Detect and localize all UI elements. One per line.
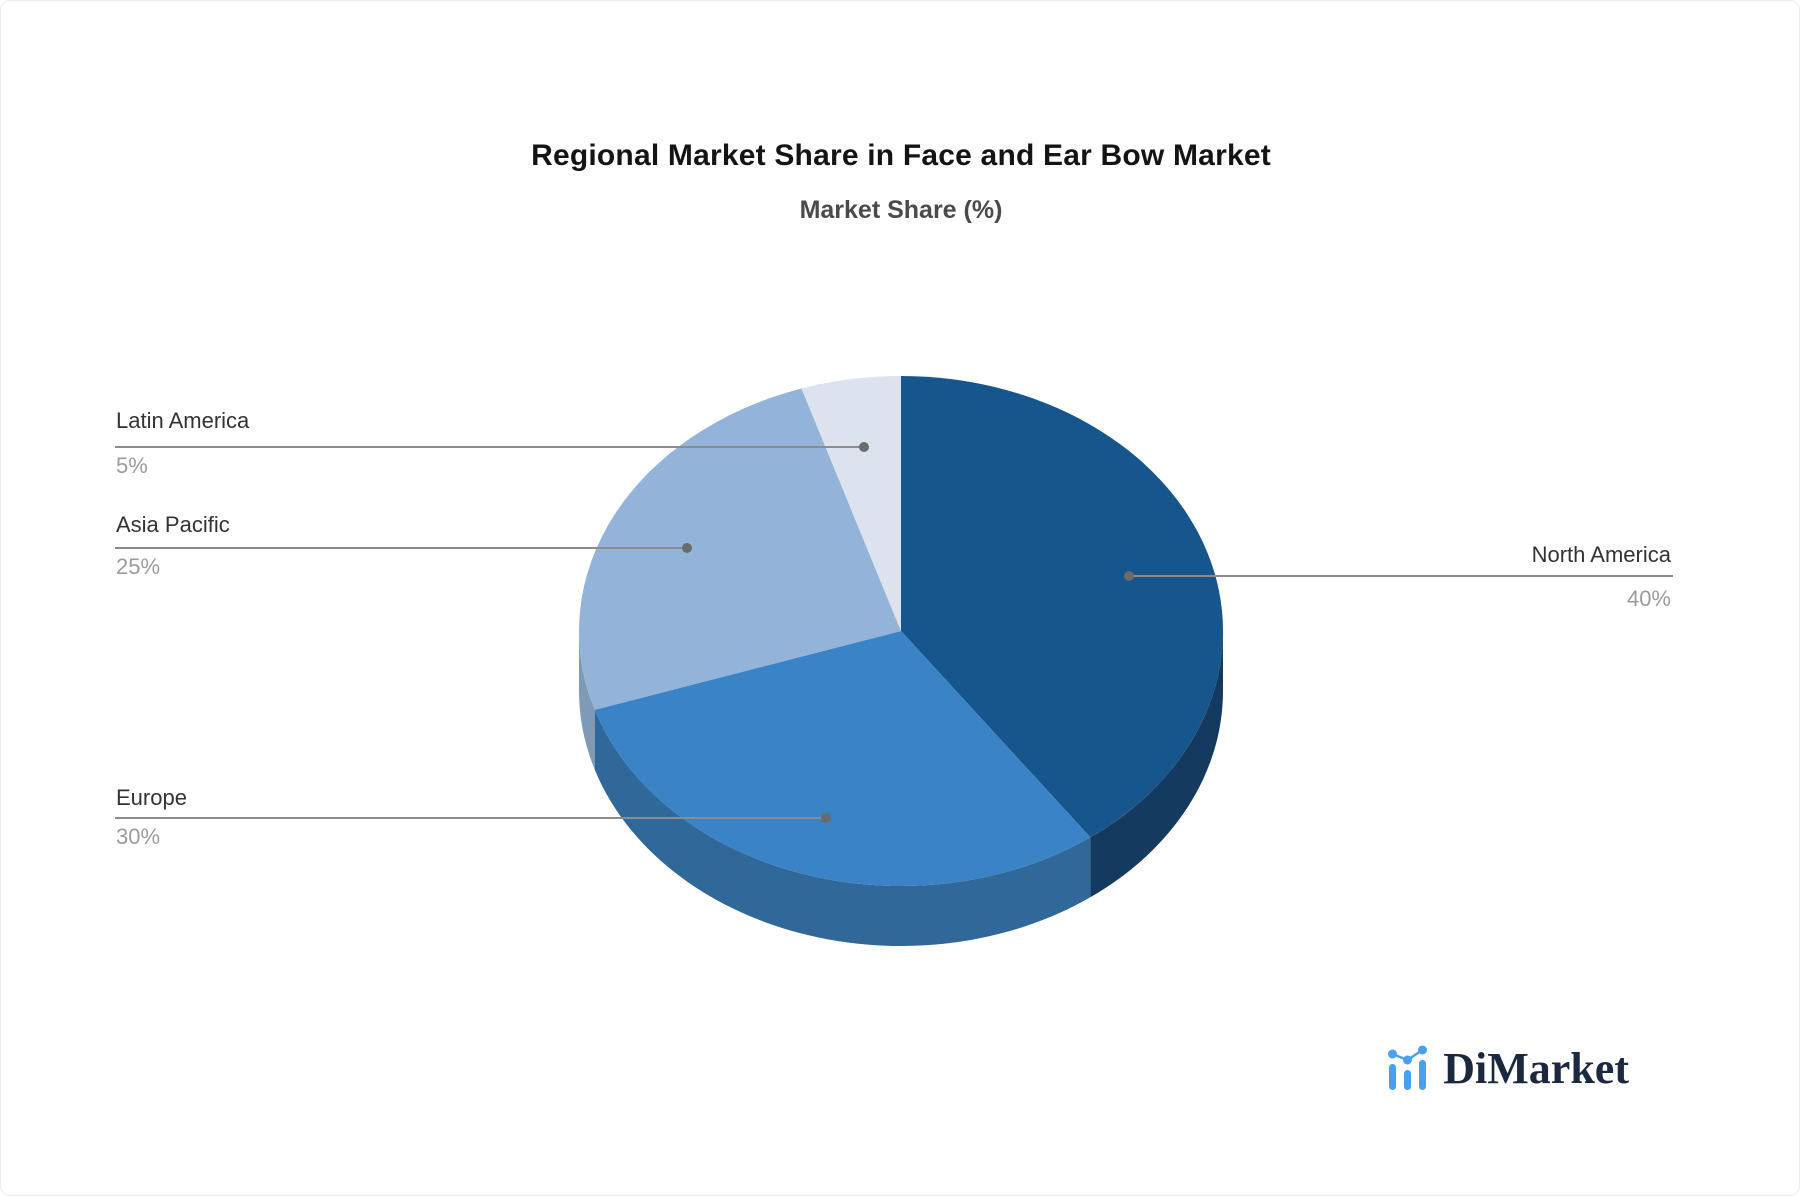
- connector-dot-europe: [821, 813, 831, 823]
- slice-value-asia-pacific: 25%: [116, 554, 161, 579]
- slice-label-europe: Europe: [116, 785, 187, 810]
- slice-value-europe: 30%: [116, 824, 161, 849]
- bar-chart-trend-icon: [1388, 1045, 1428, 1090]
- pie-slice-side-europe: [594, 709, 1091, 946]
- connector-dot-asia-pacific: [682, 543, 692, 553]
- brand-logo: DiMarket: [1387, 1043, 1629, 1091]
- pie-slice-asia-pacific[interactable]: [579, 388, 901, 710]
- slice-label-latin-america: Latin America: [116, 408, 250, 433]
- connector-dot-north-america: [1124, 571, 1134, 581]
- brand-logo-text: DiMarket: [1443, 1044, 1629, 1093]
- slice-label-asia-pacific: Asia Pacific: [116, 512, 230, 537]
- chart-title: Regional Market Share in Face and Ear Bo…: [531, 139, 1271, 172]
- slice-value-north-america: 40%: [1626, 586, 1671, 611]
- slice-value-latin-america: 5%: [116, 453, 148, 478]
- pie-slice-side-asia-pacific: [579, 631, 595, 770]
- pie-slice-side-north-america: [1090, 631, 1223, 898]
- pie-slice-latin-america[interactable]: [801, 376, 902, 631]
- slice-label-north-america: North America: [1531, 542, 1671, 567]
- pie-slice-north-america[interactable]: [901, 376, 1224, 838]
- connector-dot-latin-america: [859, 442, 869, 452]
- pie-slice-europe[interactable]: [594, 631, 1091, 886]
- chart-subtitle: Market Share (%): [799, 196, 1003, 224]
